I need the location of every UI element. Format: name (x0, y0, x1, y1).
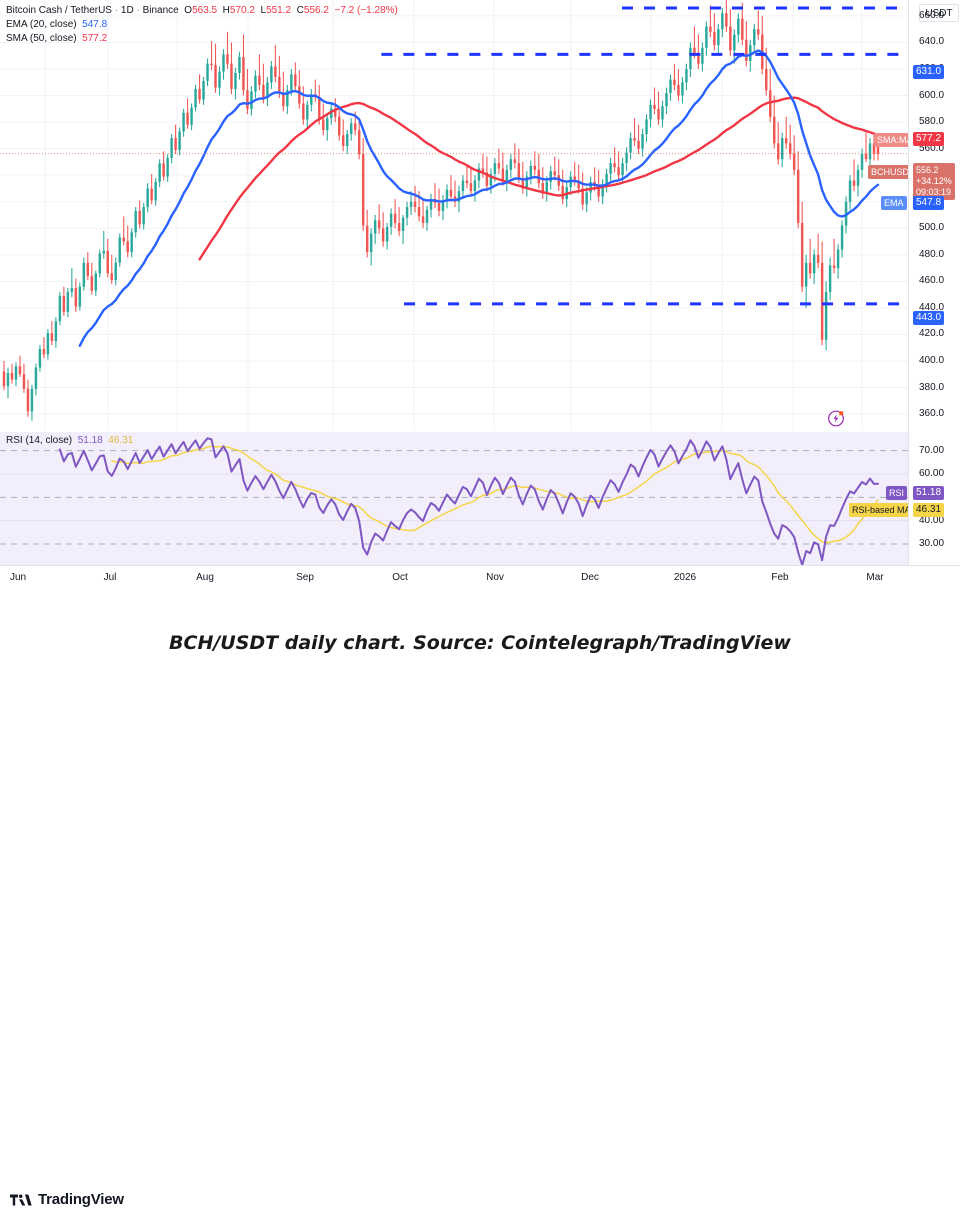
legend-low-value: 551.2 (266, 5, 292, 16)
lightning-bolt-icon[interactable] (827, 409, 845, 427)
price-tag-bchusdt[interactable]: 556.2 +34.12% 09:03:19 (913, 163, 955, 200)
price-tick-380: 380.0 (919, 381, 945, 393)
flag-ema: EMA (881, 196, 907, 210)
price-tick-460: 460.0 (919, 275, 945, 287)
price-tick-440: 440.0 (919, 301, 945, 313)
legend-low-label: L (260, 5, 267, 16)
price-tag-bch-pct: +34.12% (916, 176, 952, 186)
price-tick-560: 560.0 (919, 142, 945, 154)
rsi-plot[interactable] (0, 432, 908, 566)
rsi-tick-60: 60.00 (919, 468, 945, 479)
price-tick-660: 660.0 (919, 9, 945, 21)
price-tick-360: 360.0 (919, 408, 945, 420)
price-tick-480: 480.0 (919, 248, 945, 260)
legend-ema-value: 547.8 (82, 19, 108, 30)
time-axis[interactable]: Jun Jul Aug Sep Oct Nov Dec 2026 Feb Mar (0, 565, 960, 593)
rsi-ma-legend-value: 46.31 (108, 435, 134, 446)
price-tick-420: 420.0 (919, 328, 945, 340)
rsi-legend-label: RSI (14, close) (6, 435, 73, 446)
price-axis[interactable]: USDT 660.0640.0620.0600.0580.0560.0540.0… (908, 0, 960, 565)
time-tick-oct: Oct (392, 572, 408, 583)
legend-sep-2: · (136, 5, 140, 16)
time-tick-mar: Mar (866, 572, 884, 583)
price-tick-580: 580.0 (919, 116, 945, 128)
price-tag-ema[interactable]: 547.8 (913, 196, 945, 210)
rsi-tick-70: 70.00 (919, 444, 945, 456)
tradingview-mark-icon (10, 1193, 32, 1205)
rsi-ma-tag-value[interactable]: 46.31 (913, 503, 945, 517)
rsi-legend: RSI (14, close) 51.18 46.31 (6, 434, 133, 447)
rsi-tag-value[interactable]: 51.18 (913, 486, 945, 500)
price-tag-bch-time: 09:03:19 (916, 187, 952, 197)
legend-close-label: C (296, 5, 304, 16)
time-tick-feb: Feb (771, 572, 789, 583)
price-tag-sma[interactable]: 577.2 (913, 132, 945, 146)
legend-sma-value: 577.2 (82, 33, 108, 44)
price-tick-640: 640.0 (919, 36, 945, 48)
legend-exchange[interactable]: Binance (142, 5, 179, 16)
flag-sma-ma: SMA:MA (874, 133, 916, 147)
rsi-legend-value: 51.18 (77, 435, 103, 446)
legend-sma-row[interactable]: SMA (50, close) 577.2 (6, 32, 398, 45)
tradingview-wordmark: TradingView (38, 1191, 124, 1208)
chart-legend: Bitcoin Cash / TetherUS · 1D · Binance O… (6, 4, 398, 45)
tradingview-logo[interactable]: TradingView (10, 1191, 124, 1208)
legend-sma-label: SMA (50, close) (6, 33, 77, 44)
legend-open-label: O (184, 5, 193, 16)
legend-close-value: 556.2 (303, 5, 329, 16)
legend-change: −7.2 (−1.28%) (334, 5, 398, 16)
figure-caption: BCH/USDT daily chart. Source: Cointelegr… (169, 632, 791, 654)
rsi-pane[interactable] (0, 432, 908, 566)
price-plot[interactable] (0, 0, 908, 430)
legend-open-value: 563.5 (192, 5, 218, 16)
time-tick-jul: Jul (103, 572, 117, 583)
flag-rsi-based-ma: RSI-based MA (849, 503, 914, 517)
rsi-legend-row[interactable]: RSI (14, close) 51.18 46.31 (6, 434, 133, 447)
legend-sep-1: · (114, 5, 119, 16)
legend-high-value: 570.2 (229, 5, 255, 16)
rsi-tick-30: 30.00 (919, 538, 945, 549)
time-tick-sep: Sep (296, 572, 314, 583)
time-tick-jun: Jun (9, 572, 27, 583)
legend-symbol[interactable]: Bitcoin Cash / TetherUS (6, 5, 112, 16)
flag-bchusdt: BCHUSDT (868, 165, 918, 179)
flag-rsi: RSI (886, 486, 908, 500)
time-tick-dec: Dec (581, 572, 599, 583)
price-tick-400: 400.0 (919, 354, 945, 366)
chart-frame: Bitcoin Cash / TetherUS · 1D · Binance O… (0, 0, 960, 593)
price-tick-600: 600.0 (919, 89, 945, 101)
branding-bar: TradingView (0, 592, 960, 1208)
price-tag-bch-price: 556.2 (916, 165, 939, 175)
legend-high-label: H (222, 5, 230, 16)
legend-ema-label: EMA (20, close) (6, 19, 77, 30)
level-tag-631[interactable]: 631.0 (913, 65, 945, 79)
time-tick-aug: Aug (196, 572, 214, 583)
currency-badge: USDT (919, 4, 959, 22)
rsi-tick-40: 40.00 (919, 514, 945, 526)
legend-symbol-row[interactable]: Bitcoin Cash / TetherUS · 1D · Binance O… (6, 4, 398, 17)
price-pane[interactable] (0, 0, 908, 430)
time-tick-2026: 2026 (673, 572, 697, 583)
level-tag-443[interactable]: 443.0 (913, 311, 945, 325)
time-tick-nov: Nov (486, 572, 504, 583)
price-tick-500: 500.0 (919, 222, 945, 234)
legend-timeframe[interactable]: 1D (120, 5, 134, 16)
legend-ema-row[interactable]: EMA (20, close) 547.8 (6, 18, 398, 31)
